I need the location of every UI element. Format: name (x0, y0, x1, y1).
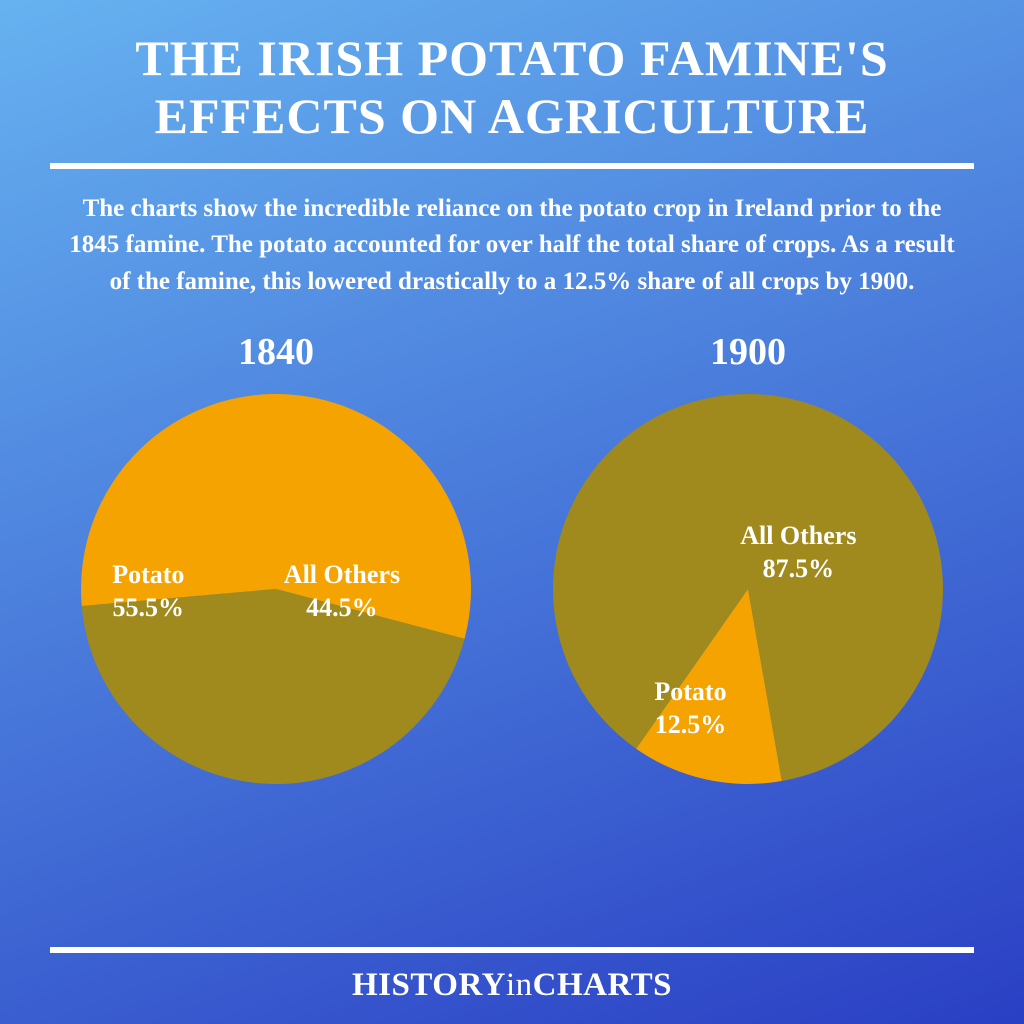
title-line-2: EFFECTS ON AGRICULTURE (155, 88, 870, 144)
divider-top (50, 163, 974, 169)
pie-1840-label-potato: Potato 55.5% (112, 558, 184, 626)
pie-1840-wrap: Potato 55.5% All Others 44.5% (81, 394, 471, 784)
slice-pct: 87.5% (740, 552, 856, 586)
slice-name: Potato (654, 675, 726, 709)
footer-part1: HISTORY (352, 967, 506, 1003)
slice-pct: 44.5% (284, 591, 400, 625)
slice-pct: 55.5% (112, 591, 184, 625)
chart-1840: 1840 Potato 55.5% All Others 44.5% (60, 330, 492, 917)
footer-part2: in (506, 967, 533, 1003)
description-text: The charts show the incredible reliance … (50, 191, 974, 300)
footer-brand: HISTORYinCHARTS (50, 967, 974, 1004)
pie-1840-label-others: All Others 44.5% (284, 558, 400, 626)
pie-1900-wrap: Potato 12.5% All Others 87.5% (553, 394, 943, 784)
footer-part3: CHARTS (533, 967, 672, 1003)
page-title: THE IRISH POTATO FAMINE'S EFFECTS ON AGR… (50, 30, 974, 145)
slice-pct: 12.5% (654, 708, 726, 742)
pie-1900-label-others: All Others 87.5% (740, 519, 856, 587)
chart-1900: 1900 Potato 12.5% All Others 87.5% (532, 330, 964, 917)
slice-name: All Others (284, 558, 400, 592)
pie-1900-label-potato: Potato 12.5% (654, 675, 726, 743)
title-line-1: THE IRISH POTATO FAMINE'S (135, 30, 888, 86)
slice-name: All Others (740, 519, 856, 553)
infographic-container: THE IRISH POTATO FAMINE'S EFFECTS ON AGR… (0, 0, 1024, 1024)
divider-bottom (50, 947, 974, 953)
chart-year-1900: 1900 (710, 330, 786, 374)
chart-year-1840: 1840 (238, 330, 314, 374)
charts-row: 1840 Potato 55.5% All Others 44.5% 1900 (50, 330, 974, 917)
pie-1900-svg (553, 394, 943, 784)
pie-1900-slices (553, 394, 943, 784)
slice-name: Potato (112, 558, 184, 592)
